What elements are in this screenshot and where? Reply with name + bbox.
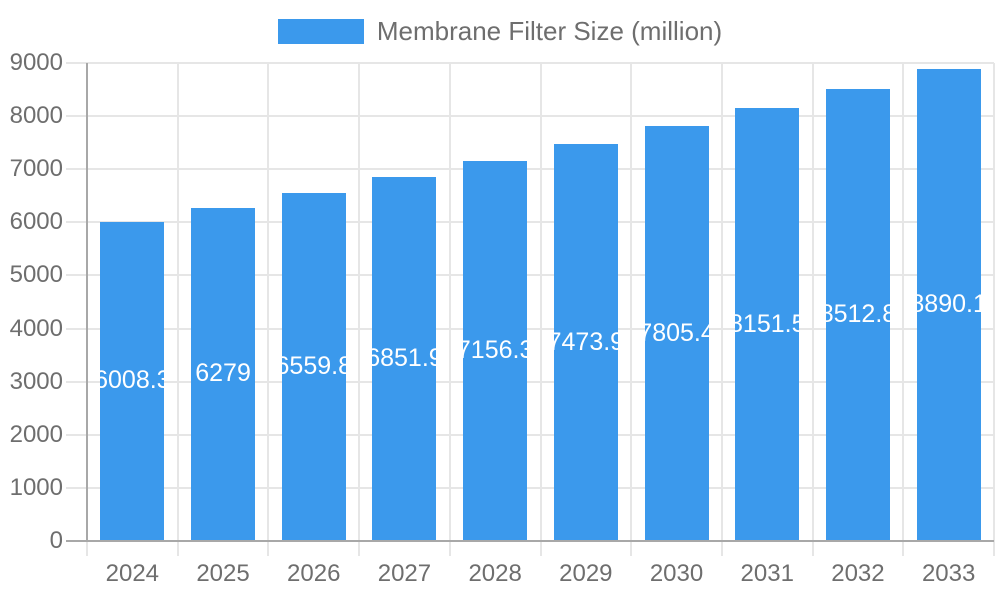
bar[interactable]: 8512.8	[825, 88, 890, 540]
x-axis-tick	[267, 541, 270, 556]
y-axis-tick	[66, 168, 87, 171]
x-axis-tick	[448, 541, 451, 556]
bar-value-label: 7473.9	[553, 327, 618, 356]
x-tick-label: 2030	[649, 560, 704, 587]
x-grid-line	[448, 63, 451, 541]
x-axis-tick	[811, 541, 814, 556]
x-grid-line	[993, 63, 995, 541]
x-axis-tick	[539, 541, 542, 556]
y-axis-tick	[66, 486, 87, 489]
bar-value-label: 6008.3	[100, 366, 165, 395]
y-tick-label: 6000	[9, 208, 63, 236]
y-axis-tick	[66, 274, 87, 277]
x-axis-line	[86, 540, 994, 542]
y-axis-tick	[66, 62, 87, 64]
x-grid-line	[720, 63, 723, 541]
x-axis-tick	[176, 541, 179, 556]
bar[interactable]: 6008.3	[100, 221, 165, 540]
y-tick-label: 8000	[9, 102, 63, 130]
x-axis-tick	[720, 541, 723, 556]
x-axis-tick	[358, 541, 361, 556]
bar[interactable]: 8151.5	[735, 108, 800, 540]
bar-value-label: 7156.3	[463, 335, 528, 364]
x-axis-tick	[86, 541, 88, 556]
y-axis-tick	[66, 115, 87, 118]
x-tick-label: 2026	[287, 560, 341, 587]
bar[interactable]: 6279	[191, 207, 256, 540]
bar-value-label: 7805.4	[644, 318, 709, 347]
bar[interactable]: 7156.3	[463, 160, 528, 540]
x-tick-label: 2029	[559, 560, 613, 587]
y-zero-tick	[66, 540, 87, 542]
x-tick-label: 2031	[740, 560, 794, 587]
legend-label: Membrane Filter Size (million)	[376, 16, 723, 46]
bar[interactable]: 7473.9	[553, 144, 618, 540]
y-axis-tick	[66, 327, 87, 330]
x-grid-line	[358, 63, 361, 541]
x-tick-label: 2033	[921, 560, 976, 587]
y-axis-tick	[66, 433, 87, 436]
bar[interactable]: 6851.9	[372, 177, 437, 540]
bar[interactable]: 8890.1	[916, 68, 981, 540]
x-tick-label: 2025	[196, 560, 250, 587]
x-axis-tick	[993, 541, 995, 556]
x-grid-line	[267, 63, 270, 541]
y-tick-label: 4000	[9, 314, 63, 342]
legend-swatch-icon	[277, 19, 364, 44]
x-tick-label: 2027	[377, 560, 432, 587]
legend-item[interactable]: Membrane Filter Size (million)	[277, 16, 723, 47]
bar[interactable]: 7805.4	[644, 126, 709, 540]
y-tick-label: 1000	[9, 473, 63, 501]
legend: Membrane Filter Size (million)	[0, 16, 1000, 47]
bar-value-label: 8890.1	[916, 289, 981, 318]
x-grid-line	[902, 63, 905, 541]
y-tick-label: 2000	[9, 420, 63, 448]
x-grid-line	[630, 63, 633, 541]
y-tick-label: 9000	[9, 49, 63, 76]
x-axis-tick	[902, 541, 905, 556]
x-grid-line	[176, 63, 179, 541]
x-tick-label: 2032	[831, 560, 885, 587]
y-tick-label: 5000	[9, 261, 63, 289]
y-axis-tick	[66, 380, 87, 383]
x-grid-line	[811, 63, 814, 541]
bar[interactable]: 6559.8	[281, 192, 346, 540]
x-axis-tick	[630, 541, 633, 556]
y-axis-line	[86, 63, 88, 542]
y-tick-label: 0	[49, 527, 63, 554]
x-tick-label: 2028	[468, 560, 522, 587]
bar-value-label: 6559.8	[281, 351, 346, 380]
y-axis-tick	[66, 221, 87, 224]
x-grid-line	[539, 63, 542, 541]
bar-value-label: 8151.5	[735, 309, 800, 338]
x-tick-label: 2024	[105, 560, 160, 587]
bar-value-label: 6279	[195, 359, 251, 388]
bar-value-label: 8512.8	[825, 299, 890, 328]
bar-value-label: 6851.9	[372, 344, 437, 373]
y-tick-label: 3000	[9, 367, 63, 395]
y-tick-label: 7000	[9, 155, 63, 183]
